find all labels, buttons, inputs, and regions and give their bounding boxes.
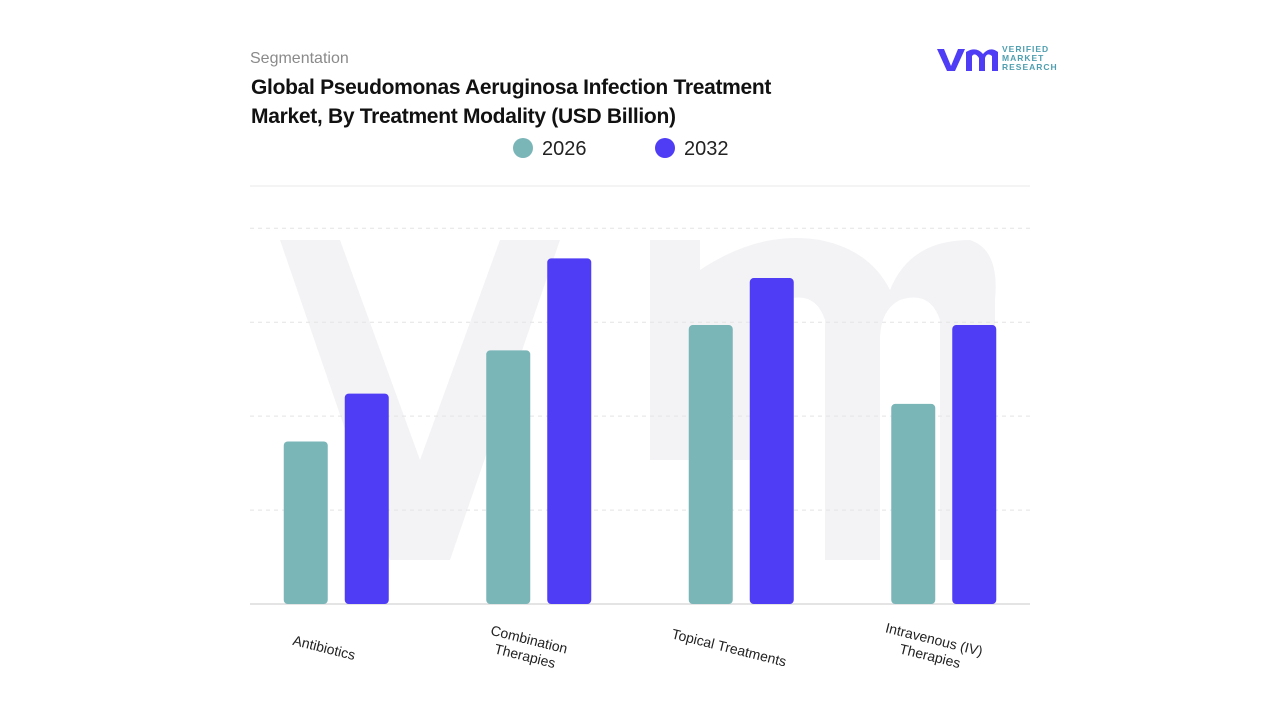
chart-title: Global Pseudomonas Aeruginosa Infection … [251,76,772,128]
kicker: Segmentation [250,50,349,67]
bar [749,278,794,604]
legend-swatch [655,138,675,158]
logo-line: VERIFIED [1002,44,1050,54]
bar [547,258,592,604]
legend-label: 2026 [542,138,587,160]
legend-label: 2032 [684,138,729,160]
bar [344,393,389,604]
logo-mark [937,49,998,71]
bar [891,403,936,604]
bar [486,350,531,604]
logo-line: RESEARCH [1002,62,1058,72]
logo-line: MARKET [1002,53,1045,63]
watermark [280,238,996,560]
bar [283,441,328,604]
legend-swatch [513,138,533,158]
bar [688,325,733,604]
logo-text: VERIFIED MARKET RESEARCH [1002,45,1058,72]
bar [952,325,997,604]
